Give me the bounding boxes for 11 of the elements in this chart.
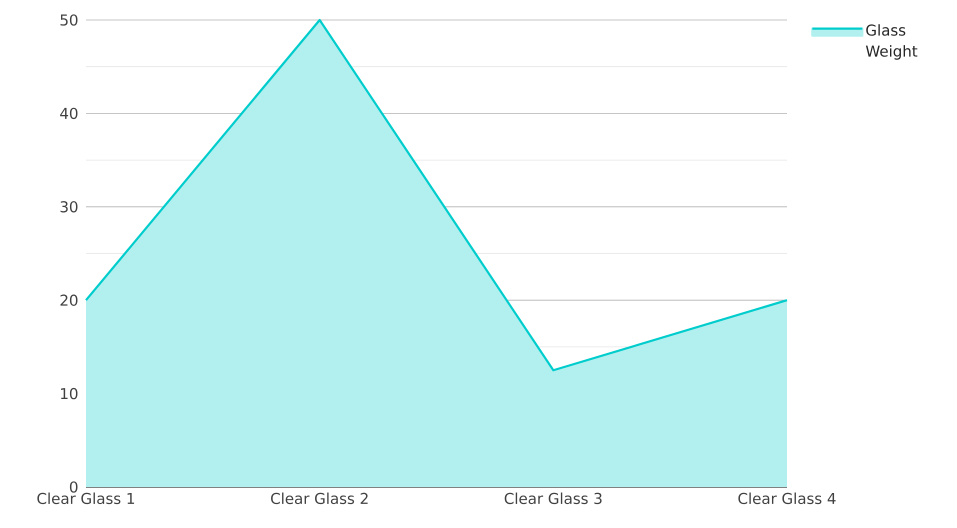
y-tick-label: 50: [60, 14, 78, 26]
y-tick-label: 10: [61, 388, 78, 400]
y-tick-label: 30: [60, 201, 78, 212]
y-tick-label: 40: [60, 108, 78, 120]
legend-label: Glass Weight: [866, 24, 918, 60]
x-tick-label: Clear Glass 3: [504, 492, 602, 504]
x-tick-label: Clear Glass 2: [271, 492, 368, 504]
x-tick-label: Clear Glass 4: [738, 492, 836, 504]
x-tick-label: Clear Glass 1: [37, 492, 134, 504]
y-tick-label: 0: [70, 481, 78, 493]
y-tick-label: 20: [60, 294, 78, 306]
